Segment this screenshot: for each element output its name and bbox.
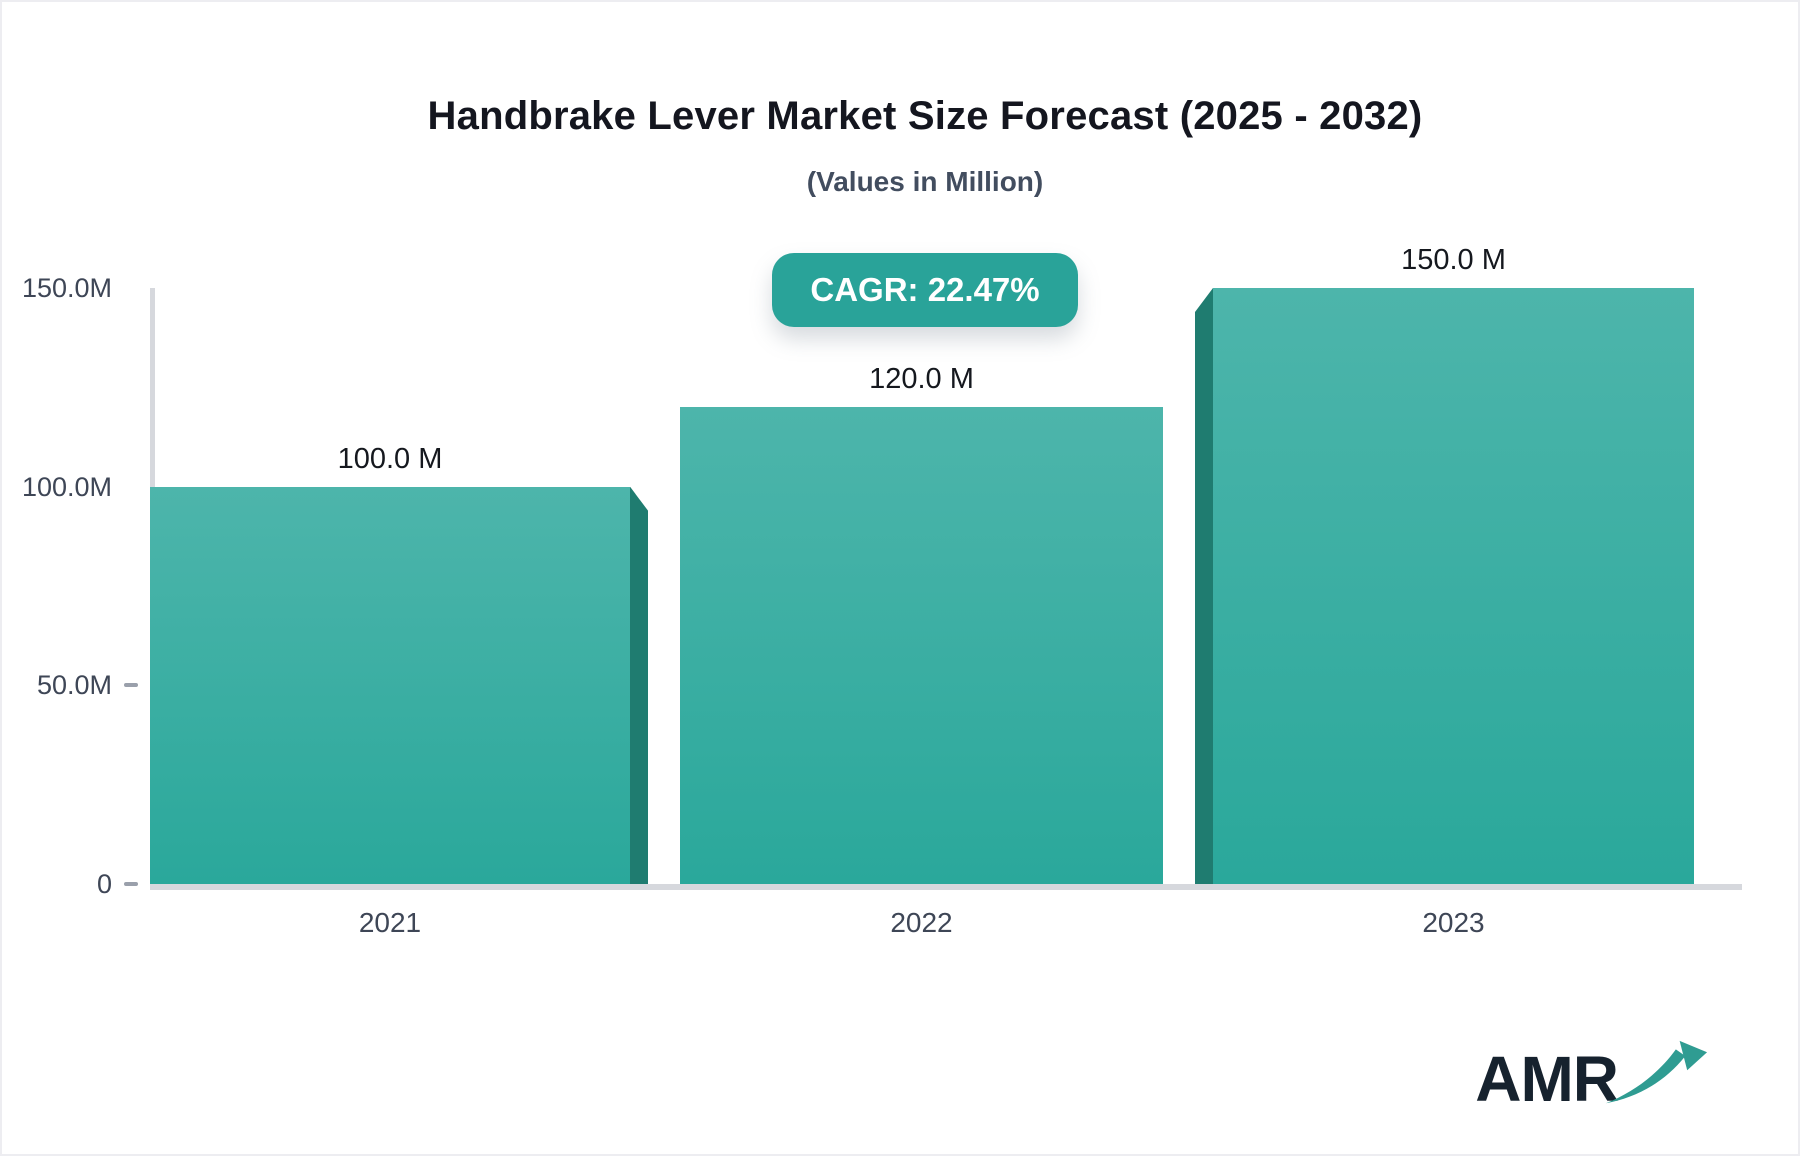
x-axis-label: 2023 (1422, 907, 1485, 938)
x-axis-label: 2021 (358, 907, 422, 938)
y-axis-tick-label: 100.0M (21, 471, 112, 502)
page-title: Handbrake Lever Market Size Forecast (20… (427, 94, 1423, 138)
x-axis-label: 2022 (890, 907, 953, 938)
bar-2022 (680, 407, 1163, 884)
bar-value-label: 150.0 M (1401, 244, 1506, 276)
y-axis-tick-mark (124, 683, 138, 688)
bar-2023 (1213, 288, 1694, 884)
y-axis-tick-label: 150.0M (21, 273, 112, 303)
cagr-badge: CAGR: 22.47% (772, 253, 1078, 327)
bar-side-panel (630, 486, 648, 884)
amr-logo-text: AMR (1475, 1043, 1619, 1116)
bar-side-panel (1195, 288, 1213, 884)
y-axis-tick-label: 0 (96, 869, 112, 899)
cagr-badge-wrap: CAGR: 22.47% (50, 253, 1800, 327)
growth-arrow-icon (1605, 1040, 1708, 1104)
y-axis-tick-mark (124, 882, 138, 886)
chart-subtitle: (Values in Million) (806, 166, 1044, 197)
y-axis-tick-label: 50.0M (36, 670, 112, 701)
bar-2021 (150, 486, 630, 884)
x-axis-line (150, 884, 1742, 890)
bar-value-label: 120.0 M (869, 363, 974, 396)
amr-logo: AMR (1475, 1040, 1708, 1116)
bar-value-label: 100.0 M (337, 442, 443, 475)
